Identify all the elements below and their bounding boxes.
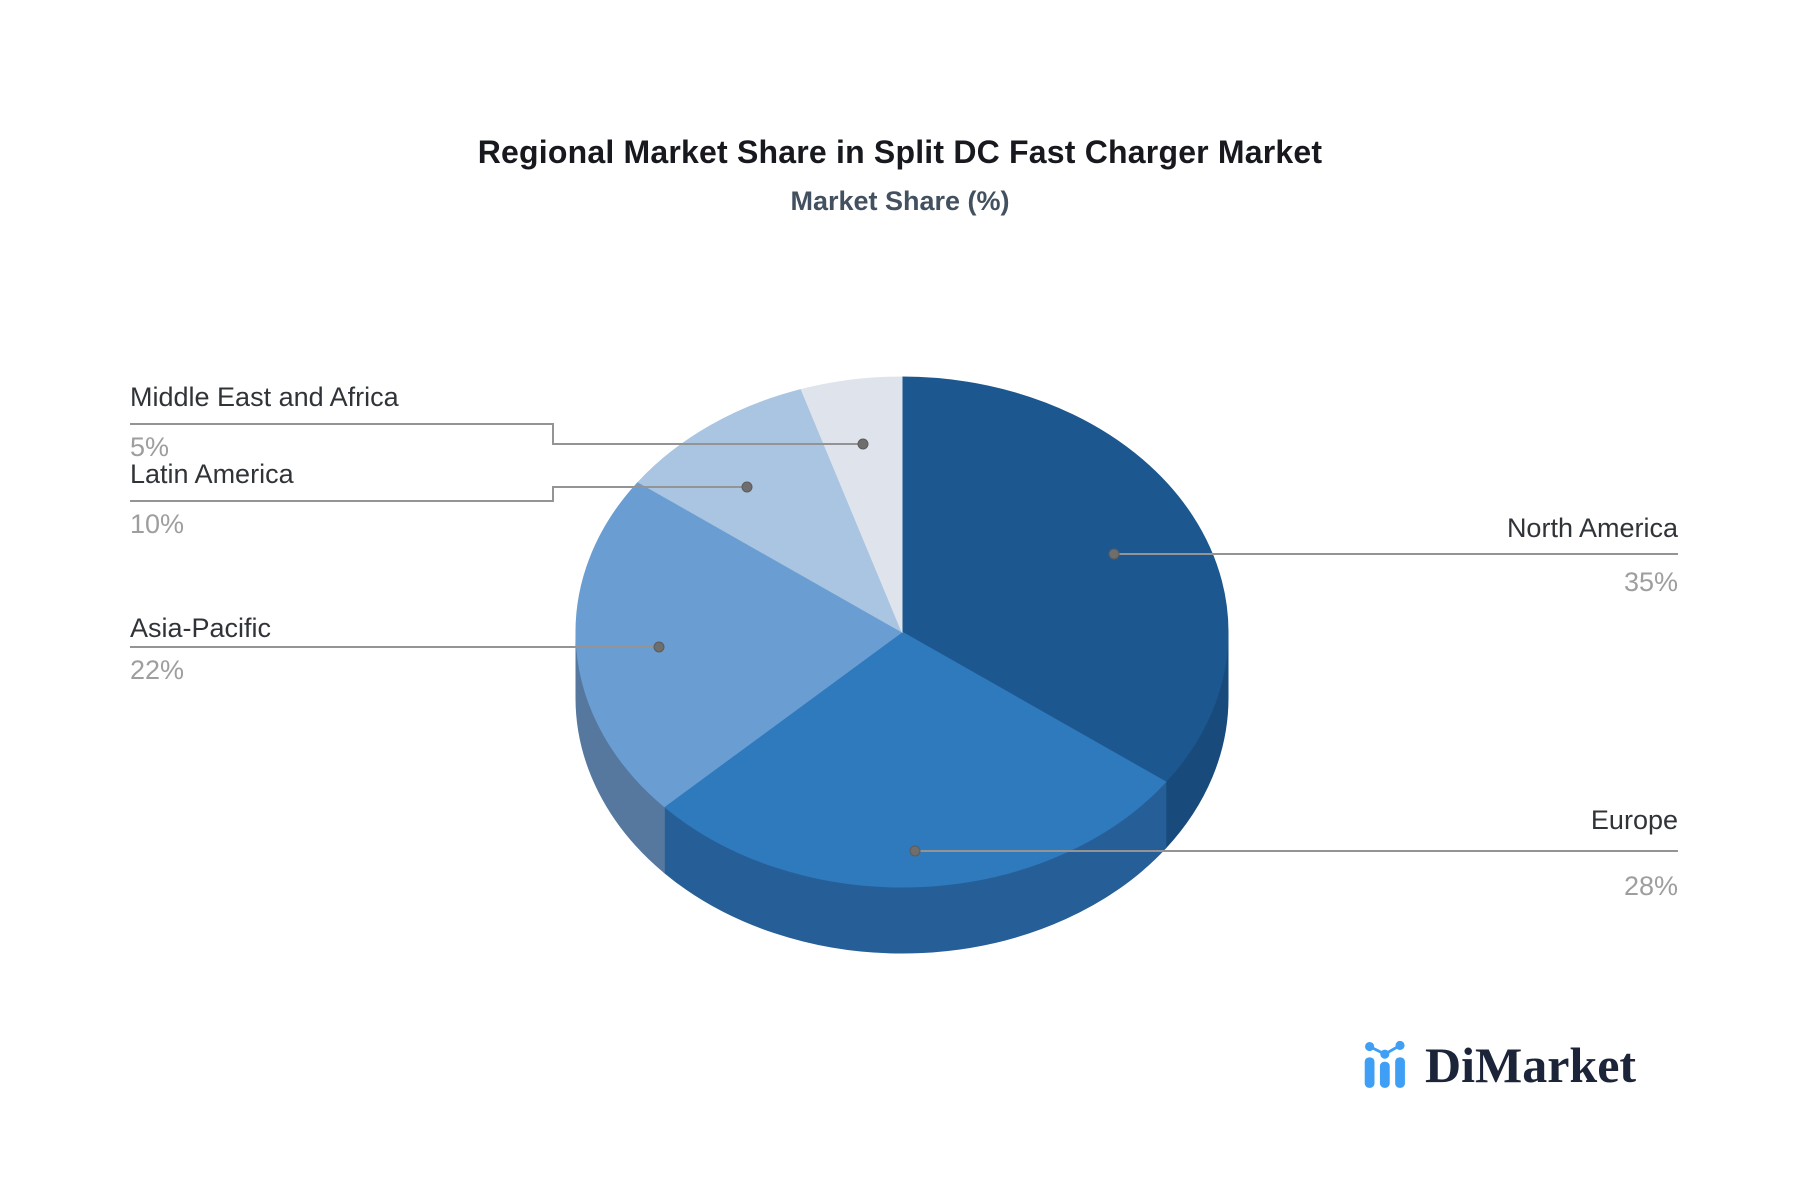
chart-subtitle: Market Share (%) (790, 186, 1010, 216)
leader-dot-asia-pacific (653, 641, 665, 653)
leader-dot-north-america (1108, 548, 1120, 560)
slice-pct-middle-east-and-africa: 5% (130, 432, 170, 462)
slice-label-north-america: North America (1506, 513, 1678, 543)
slice-pct-asia-pacific: 22% (130, 655, 185, 685)
slice-label-europe: Europe (1590, 805, 1678, 835)
slice-label-asia-pacific: Asia-Pacific (130, 613, 272, 643)
slice-label-middle-east-and-africa: Middle East and Africa (130, 382, 399, 412)
pie-slice-middle-east-and-africa[interactable] (800, 376, 903, 633)
pie-slice-europe[interactable] (663, 631, 1167, 888)
leader-dot-latin-america (741, 481, 753, 493)
pie-slice-north-america[interactable] (901, 376, 1229, 783)
slice-pct-latin-america: 10% (130, 509, 185, 539)
pie-slice-latin-america[interactable] (637, 388, 904, 634)
pie-slice-asia-pacific[interactable] (575, 481, 903, 808)
leader-dot-middle-east-and-africa (857, 438, 869, 450)
leader-line-middle-east-and-africa (130, 423, 863, 445)
slice-pct-europe: 28% (1623, 871, 1678, 901)
leader-dot-europe (909, 845, 921, 857)
slice-label-latin-america: Latin America (130, 459, 294, 489)
dimarket-logo-text: DiMarket (1425, 1037, 1637, 1093)
bar-line-chart-icon (1364, 1040, 1405, 1088)
dimarket-logo: DiMarket (1364, 1038, 1636, 1092)
slice-pct-north-america: 35% (1623, 567, 1678, 597)
chart-title: Regional Market Share in Split DC Fast C… (477, 134, 1323, 170)
leader-line-latin-america (130, 486, 747, 502)
